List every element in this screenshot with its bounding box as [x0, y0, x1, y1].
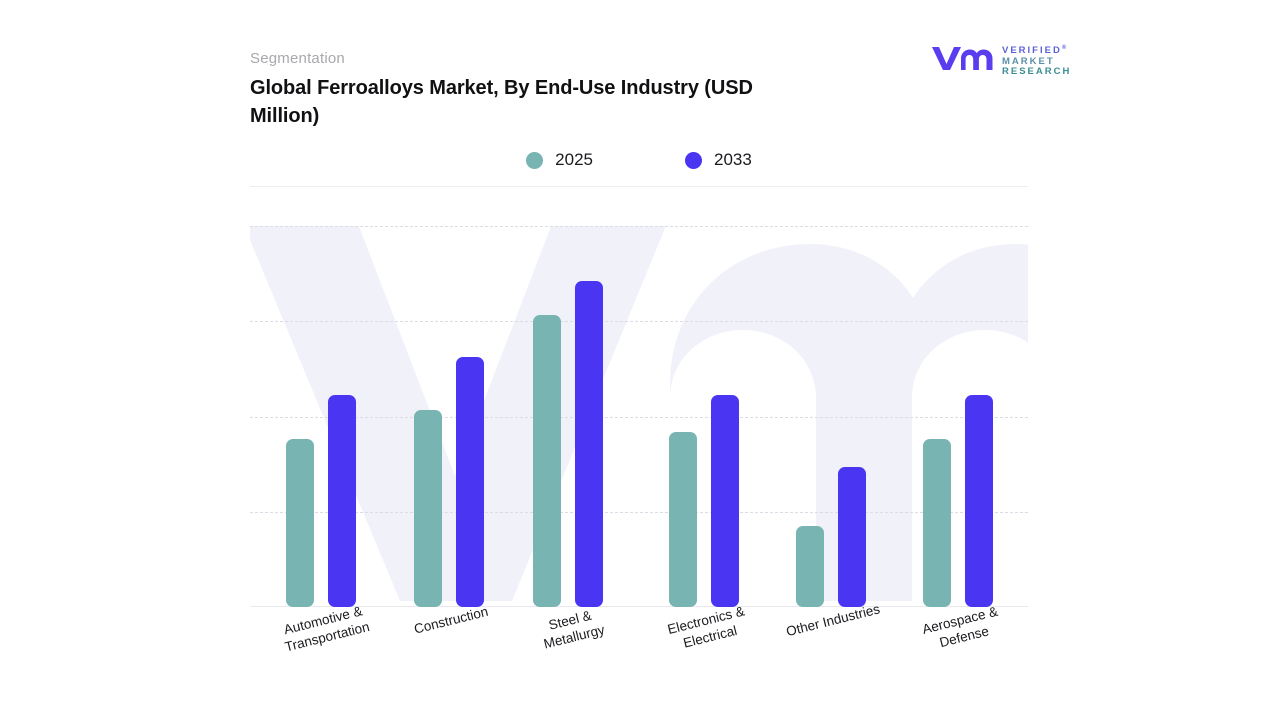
x-axis-line [250, 606, 1028, 607]
header-divider [250, 186, 1028, 187]
legend-item-2033[interactable]: 2033 [685, 150, 752, 170]
logo-wordmark: VERIFIED® MARKET RESEARCH [1002, 43, 1071, 78]
bar-2025-4[interactable] [796, 526, 824, 607]
legend-swatch-icon [526, 151, 544, 169]
brand-logo: VERIFIED® MARKET RESEARCH [930, 42, 1071, 78]
bar-2033-4[interactable] [838, 466, 866, 607]
bars-group [250, 226, 1028, 607]
bar-2033-3[interactable] [711, 394, 739, 607]
gridline [250, 226, 1028, 227]
bar-2033-5[interactable] [965, 394, 993, 607]
plot-area [250, 226, 1028, 607]
segmentation-eyebrow: Segmentation [250, 50, 345, 67]
logo-line-2: MARKET [1002, 55, 1055, 67]
page-title: Global Ferroalloys Market, By End-Use In… [250, 77, 753, 128]
logo-line-1: VERIFIED [1002, 45, 1062, 57]
legend-label: 2033 [714, 150, 752, 169]
legend-item-2025[interactable]: 2025 [526, 150, 593, 170]
legend-label: 2025 [555, 150, 593, 169]
gridline [250, 321, 1028, 323]
bar-2025-2[interactable] [533, 314, 561, 607]
bar-2025-3[interactable] [669, 431, 697, 607]
bar-2025-1[interactable] [414, 409, 442, 607]
bar-2025-5[interactable] [923, 439, 951, 607]
legend-swatch-icon [685, 151, 702, 169]
bar-2025-0[interactable] [286, 439, 314, 607]
gridline [250, 416, 1028, 418]
registered-icon: ® [1061, 45, 1069, 51]
chart-legend: 2025 2033 [250, 150, 1028, 170]
gridline [250, 511, 1028, 513]
vmr-logo-icon [930, 44, 994, 72]
x-axis-labels: Automotive & Transportation Construction S… [250, 601, 1028, 712]
bar-2033-1[interactable] [456, 357, 484, 607]
bar-2033-2[interactable] [575, 281, 603, 607]
logo-line-3: RESEARCH [1002, 66, 1072, 78]
bar-2033-0[interactable] [328, 394, 356, 607]
